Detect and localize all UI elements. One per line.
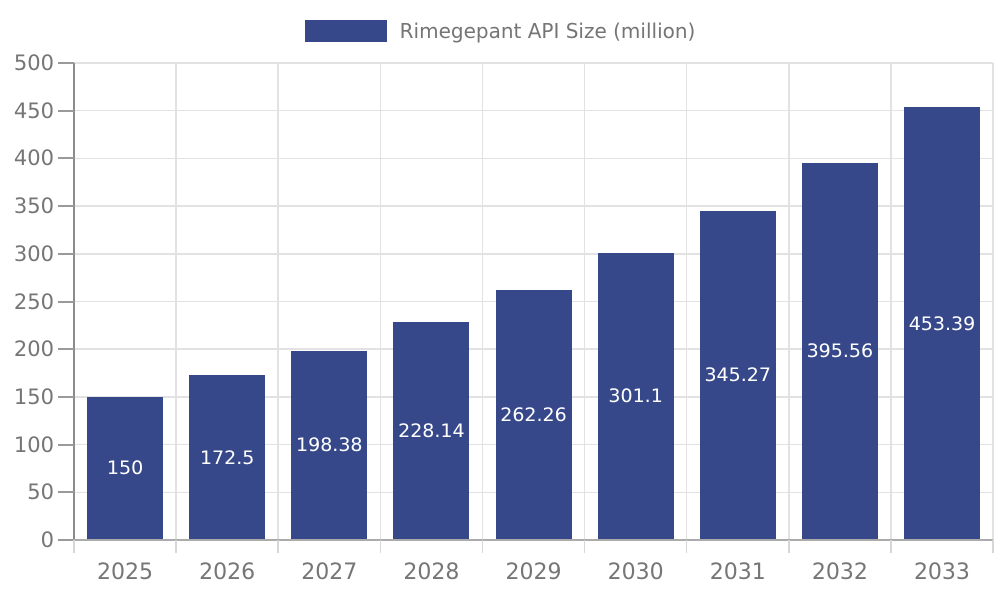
bar[interactable]: 262.26	[495, 289, 572, 540]
x-axis-tick	[890, 540, 892, 553]
y-axis-tick-label: 400	[13, 146, 54, 171]
y-axis-tick	[58, 252, 74, 255]
x-axis-tick	[685, 540, 688, 553]
x-axis-tick-label: 2028	[403, 560, 460, 585]
gridline-horizontal	[74, 62, 993, 64]
y-axis-tick-label: 500	[13, 51, 54, 75]
bar[interactable]: 301.1	[597, 252, 674, 540]
bar[interactable]: 345.27	[699, 210, 776, 540]
legend-item[interactable]: Rimegepant API Size (million)	[0, 20, 1000, 42]
y-axis-tick	[58, 395, 74, 398]
bar-value-label: 198.38	[296, 434, 363, 457]
x-axis-line	[74, 539, 993, 541]
gridline-vertical	[175, 63, 177, 540]
gridline-vertical	[685, 63, 688, 540]
bar[interactable]: 395.56	[801, 162, 878, 540]
bar-value-label: 228.14	[398, 420, 465, 443]
y-axis-tick-label: 100	[13, 432, 54, 457]
y-axis-tick	[58, 205, 74, 208]
y-axis-tick	[58, 300, 74, 303]
y-axis-tick-label: 0	[40, 528, 54, 552]
x-axis-tick	[481, 540, 484, 553]
x-axis-tick	[73, 540, 75, 553]
x-axis-tick	[175, 540, 177, 553]
gridline-vertical	[992, 63, 994, 540]
bar-value-label: 453.39	[908, 312, 976, 335]
bar-value-label: 301.1	[608, 385, 663, 408]
gridline-horizontal	[74, 253, 993, 255]
x-axis-tick-label: 2026	[199, 560, 256, 585]
bar[interactable]: 198.38	[291, 350, 368, 540]
x-axis-tick	[379, 540, 382, 553]
x-axis-tick-label: 2029	[505, 560, 562, 585]
y-axis-line	[73, 63, 75, 542]
y-axis-tick-label: 450	[13, 98, 54, 123]
gridline-horizontal	[74, 157, 993, 160]
y-axis-tick-label: 200	[13, 337, 54, 362]
y-axis-tick-label: 50	[27, 480, 54, 505]
bar[interactable]: 172.5	[189, 375, 266, 540]
bar-value-label: 172.5	[199, 446, 255, 469]
bar-value-label: 150	[106, 457, 144, 480]
y-axis-tick	[58, 539, 74, 541]
x-axis-tick-label: 2031	[709, 560, 766, 585]
gridline-horizontal	[74, 109, 993, 112]
x-axis-tick-label: 2030	[607, 560, 664, 585]
y-axis-tick-label: 300	[13, 241, 54, 266]
gridline-vertical	[788, 63, 790, 540]
x-axis-tick	[788, 540, 790, 553]
bar-value-label: 345.27	[704, 364, 771, 387]
y-axis-tick	[58, 443, 74, 446]
gridline-vertical	[277, 63, 279, 540]
bar[interactable]: 228.14	[393, 322, 470, 540]
y-axis-tick	[58, 491, 74, 494]
bar[interactable]: 453.39	[903, 107, 980, 540]
gridline-vertical	[583, 63, 586, 540]
x-axis-tick	[583, 540, 586, 553]
gridline-horizontal	[74, 205, 993, 207]
gridline-vertical	[890, 63, 892, 540]
y-axis-tick	[58, 348, 74, 351]
x-axis-tick-label: 2025	[97, 560, 154, 585]
bar-value-label: 395.56	[806, 340, 874, 363]
y-axis-tick	[58, 157, 74, 160]
y-axis-tick	[58, 109, 74, 112]
legend-label: Rimegepant API Size (million)	[399, 19, 696, 43]
y-axis-tick-label: 250	[13, 289, 54, 314]
x-axis-tick	[277, 540, 279, 553]
gridline-vertical	[379, 63, 382, 540]
x-axis-tick	[992, 540, 994, 553]
gridline-vertical	[481, 63, 484, 540]
bar-value-label: 262.26	[500, 403, 567, 426]
y-axis-tick-label: 350	[13, 194, 54, 219]
legend-swatch	[304, 20, 387, 42]
x-axis-tick-label: 2032	[811, 560, 868, 585]
bar[interactable]: 150	[87, 396, 164, 540]
y-axis-tick-label: 150	[13, 384, 54, 409]
y-axis-tick	[58, 62, 74, 64]
x-axis-tick-label: 2027	[301, 560, 358, 585]
x-axis-tick-label: 2033	[913, 560, 970, 585]
